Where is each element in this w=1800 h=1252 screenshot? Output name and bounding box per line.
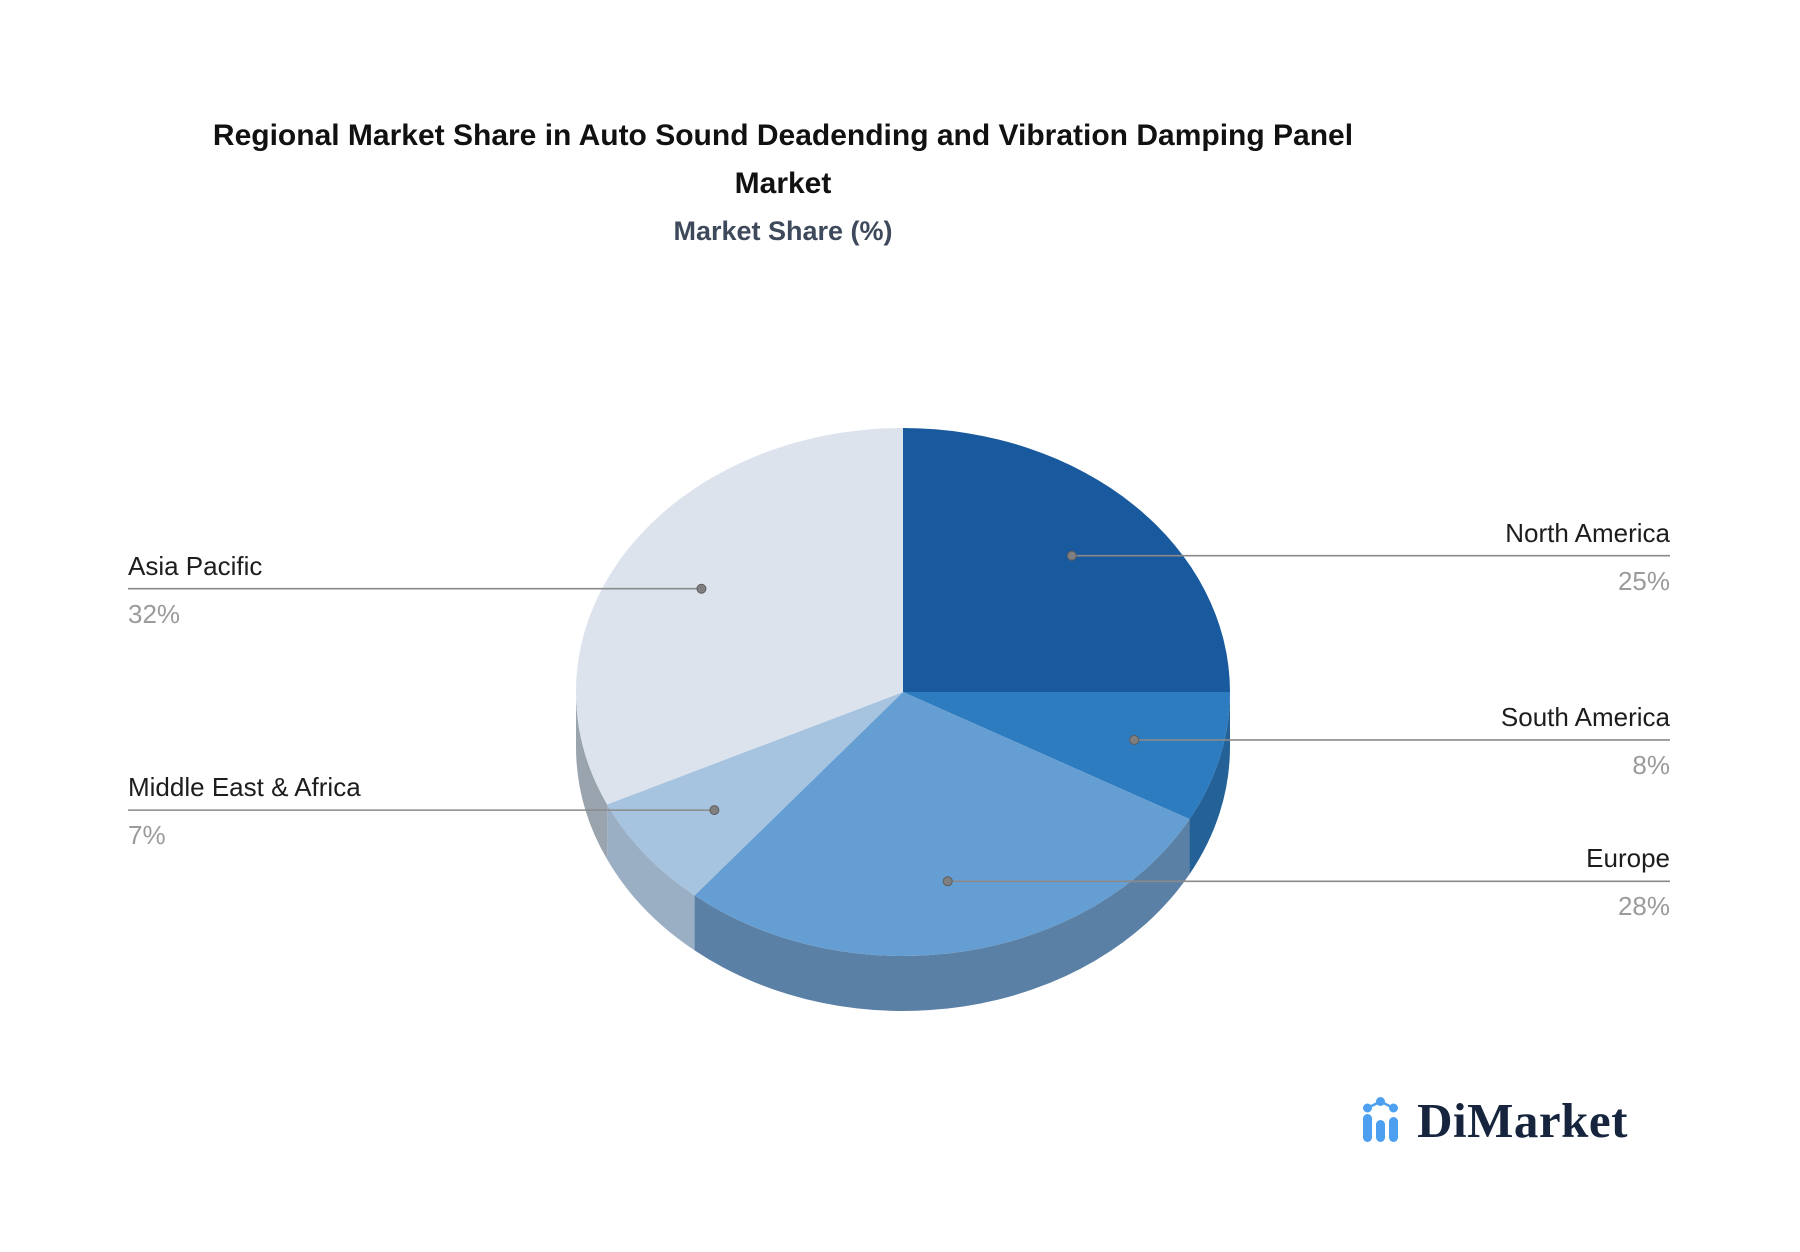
bar-chart-icon (1363, 1097, 1399, 1142)
pie-slice-wall-europe (694, 819, 1190, 1011)
connector-dot-south-america (1129, 734, 1140, 745)
chart-title-line1: Regional Market Share in Auto Sound Dead… (212, 119, 1354, 152)
pie-slice-wall-south-america (1189, 692, 1230, 875)
connector-dot-europe (942, 876, 953, 887)
pie-slice-asia-pacific (575, 428, 903, 805)
logo-text: DiMarket (1417, 1093, 1628, 1148)
pie-slice-middle-east-africa (607, 692, 903, 896)
chart-subtitle: Market Share (%) (673, 216, 893, 246)
chart-title: Regional Market Share in Auto Sound Dead… (0, 112, 1566, 208)
logo: DiMarket (1360, 1094, 1628, 1148)
pie-slice-wall-asia-pacific (576, 692, 608, 860)
pie-slice-europe (694, 692, 1190, 956)
connector-dot-north-america (1066, 550, 1077, 561)
connector-dot-asia-pacific (696, 583, 707, 594)
chart-title-line2: Market (734, 167, 832, 200)
pie-slice-south-america (903, 692, 1230, 820)
connector-dot-middle-east-africa (709, 805, 720, 816)
pie-slice-wall-middle-east-africa (607, 804, 695, 951)
pie-slice-north-america (903, 428, 1230, 692)
